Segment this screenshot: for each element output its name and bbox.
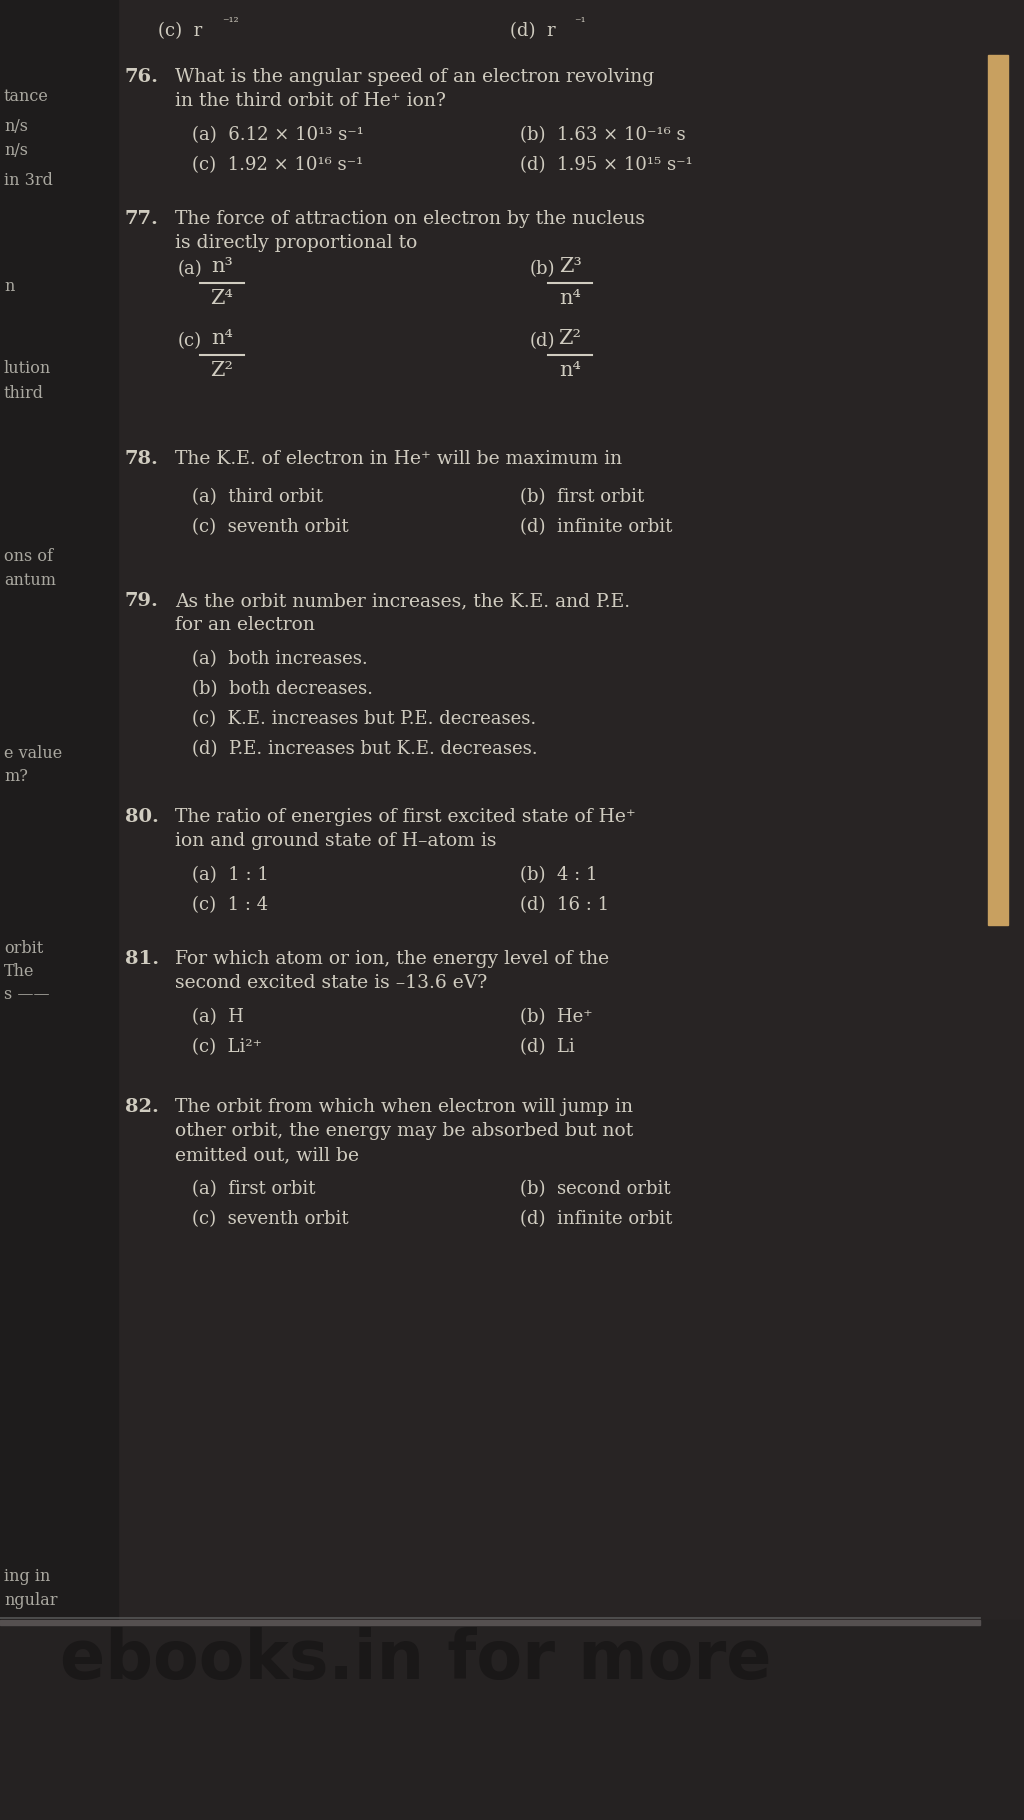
Text: (c)  r: (c) r bbox=[158, 22, 203, 40]
Text: 81.: 81. bbox=[125, 950, 159, 968]
Text: ngular: ngular bbox=[4, 1592, 57, 1609]
Text: ⁻¹²: ⁻¹² bbox=[222, 16, 239, 29]
Text: e value: e value bbox=[4, 744, 62, 763]
Text: (b)  He⁺: (b) He⁺ bbox=[520, 1008, 593, 1026]
Text: Z⁴: Z⁴ bbox=[211, 289, 233, 308]
Text: (c)  1.92 × 10¹⁶ s⁻¹: (c) 1.92 × 10¹⁶ s⁻¹ bbox=[193, 157, 364, 175]
Text: (a)  first orbit: (a) first orbit bbox=[193, 1179, 315, 1198]
Text: is directly proportional to: is directly proportional to bbox=[175, 235, 418, 251]
Text: (d)  1.95 × 10¹⁵ s⁻¹: (d) 1.95 × 10¹⁵ s⁻¹ bbox=[520, 157, 693, 175]
Text: orbit: orbit bbox=[4, 939, 43, 957]
Text: m?: m? bbox=[4, 768, 28, 784]
Text: For which atom or ion, the energy level of the: For which atom or ion, the energy level … bbox=[175, 950, 609, 968]
Text: s ——: s —— bbox=[4, 986, 49, 1003]
Bar bbox=[0, 1620, 1024, 1820]
Text: n⁴: n⁴ bbox=[559, 289, 581, 308]
Text: 79.: 79. bbox=[125, 592, 159, 610]
Bar bbox=[988, 55, 1008, 925]
Text: (c)  1 : 4: (c) 1 : 4 bbox=[193, 895, 268, 914]
Text: lution: lution bbox=[4, 360, 51, 377]
Text: The: The bbox=[4, 963, 35, 979]
Text: n⁴: n⁴ bbox=[211, 329, 232, 348]
Text: (d)  infinite orbit: (d) infinite orbit bbox=[520, 1210, 673, 1228]
Text: 82.: 82. bbox=[125, 1097, 159, 1116]
Text: (b)  second orbit: (b) second orbit bbox=[520, 1179, 671, 1198]
Text: n⁴: n⁴ bbox=[559, 360, 581, 380]
Text: n³: n³ bbox=[211, 257, 232, 277]
Text: The force of attraction on electron by the nucleus: The force of attraction on electron by t… bbox=[175, 209, 645, 228]
Text: (d)  16 : 1: (d) 16 : 1 bbox=[520, 895, 609, 914]
Text: (a)  6.12 × 10¹³ s⁻¹: (a) 6.12 × 10¹³ s⁻¹ bbox=[193, 126, 364, 144]
Text: n/s: n/s bbox=[4, 118, 28, 135]
Text: second excited state is –13.6 eV?: second excited state is –13.6 eV? bbox=[175, 974, 487, 992]
Text: (d)  r: (d) r bbox=[510, 22, 556, 40]
Text: (d)  Li: (d) Li bbox=[520, 1037, 574, 1056]
Text: Z²: Z² bbox=[558, 329, 582, 348]
Text: (b)  both decreases.: (b) both decreases. bbox=[193, 681, 373, 699]
Text: 76.: 76. bbox=[125, 67, 159, 86]
Text: (b): (b) bbox=[530, 260, 555, 278]
Text: tance: tance bbox=[4, 87, 49, 106]
Text: for an electron: for an electron bbox=[175, 615, 314, 633]
Text: 78.: 78. bbox=[125, 450, 159, 468]
Text: ⁻¹: ⁻¹ bbox=[574, 16, 586, 29]
Text: (c)  seventh orbit: (c) seventh orbit bbox=[193, 1210, 348, 1228]
Text: (a): (a) bbox=[178, 260, 203, 278]
Text: What is the angular speed of an electron revolving: What is the angular speed of an electron… bbox=[175, 67, 654, 86]
Text: (d): (d) bbox=[530, 331, 555, 349]
Text: 77.: 77. bbox=[125, 209, 159, 228]
Text: The ratio of energies of first excited state of He⁺: The ratio of energies of first excited s… bbox=[175, 808, 636, 826]
Text: ing in: ing in bbox=[4, 1569, 50, 1585]
Text: ons of: ons of bbox=[4, 548, 53, 564]
Text: (c)  Li²⁺: (c) Li²⁺ bbox=[193, 1037, 262, 1056]
Text: (a)  1 : 1: (a) 1 : 1 bbox=[193, 866, 269, 885]
Bar bbox=[0, 1620, 980, 1625]
Text: 80.: 80. bbox=[125, 808, 159, 826]
Text: antum: antum bbox=[4, 571, 56, 590]
Text: ebooks.in for more: ebooks.in for more bbox=[60, 1627, 771, 1693]
Text: (c)  K.E. increases but P.E. decreases.: (c) K.E. increases but P.E. decreases. bbox=[193, 710, 537, 728]
Text: (a)  H: (a) H bbox=[193, 1008, 244, 1026]
Text: in 3rd: in 3rd bbox=[4, 173, 53, 189]
Text: (b)  1.63 × 10⁻¹⁶ s: (b) 1.63 × 10⁻¹⁶ s bbox=[520, 126, 686, 144]
Text: in the third orbit of He⁺ ion?: in the third orbit of He⁺ ion? bbox=[175, 93, 445, 109]
Text: n: n bbox=[4, 278, 14, 295]
Text: n/s: n/s bbox=[4, 142, 28, 158]
Text: (a)  both increases.: (a) both increases. bbox=[193, 650, 368, 668]
Text: (b)  4 : 1: (b) 4 : 1 bbox=[520, 866, 597, 885]
Text: (d)  P.E. increases but K.E. decreases.: (d) P.E. increases but K.E. decreases. bbox=[193, 741, 538, 757]
Text: (c): (c) bbox=[178, 331, 202, 349]
Text: (b)  first orbit: (b) first orbit bbox=[520, 488, 644, 506]
Text: The orbit from which when electron will jump in: The orbit from which when electron will … bbox=[175, 1097, 633, 1116]
Text: The K.E. of electron in He⁺ will be maximum in: The K.E. of electron in He⁺ will be maxi… bbox=[175, 450, 623, 468]
Text: ion and ground state of H–atom is: ion and ground state of H–atom is bbox=[175, 832, 497, 850]
Text: (a)  third orbit: (a) third orbit bbox=[193, 488, 323, 506]
Text: Z³: Z³ bbox=[559, 257, 582, 277]
Text: As the orbit number increases, the K.E. and P.E.: As the orbit number increases, the K.E. … bbox=[175, 592, 630, 610]
Text: third: third bbox=[4, 386, 44, 402]
Text: (d)  infinite orbit: (d) infinite orbit bbox=[520, 519, 673, 537]
Text: emitted out, will be: emitted out, will be bbox=[175, 1147, 359, 1165]
Text: (c)  seventh orbit: (c) seventh orbit bbox=[193, 519, 348, 537]
Bar bbox=[0, 0, 118, 1720]
Text: other orbit, the energy may be absorbed but not: other orbit, the energy may be absorbed … bbox=[175, 1121, 633, 1139]
Text: Z²: Z² bbox=[211, 360, 233, 380]
